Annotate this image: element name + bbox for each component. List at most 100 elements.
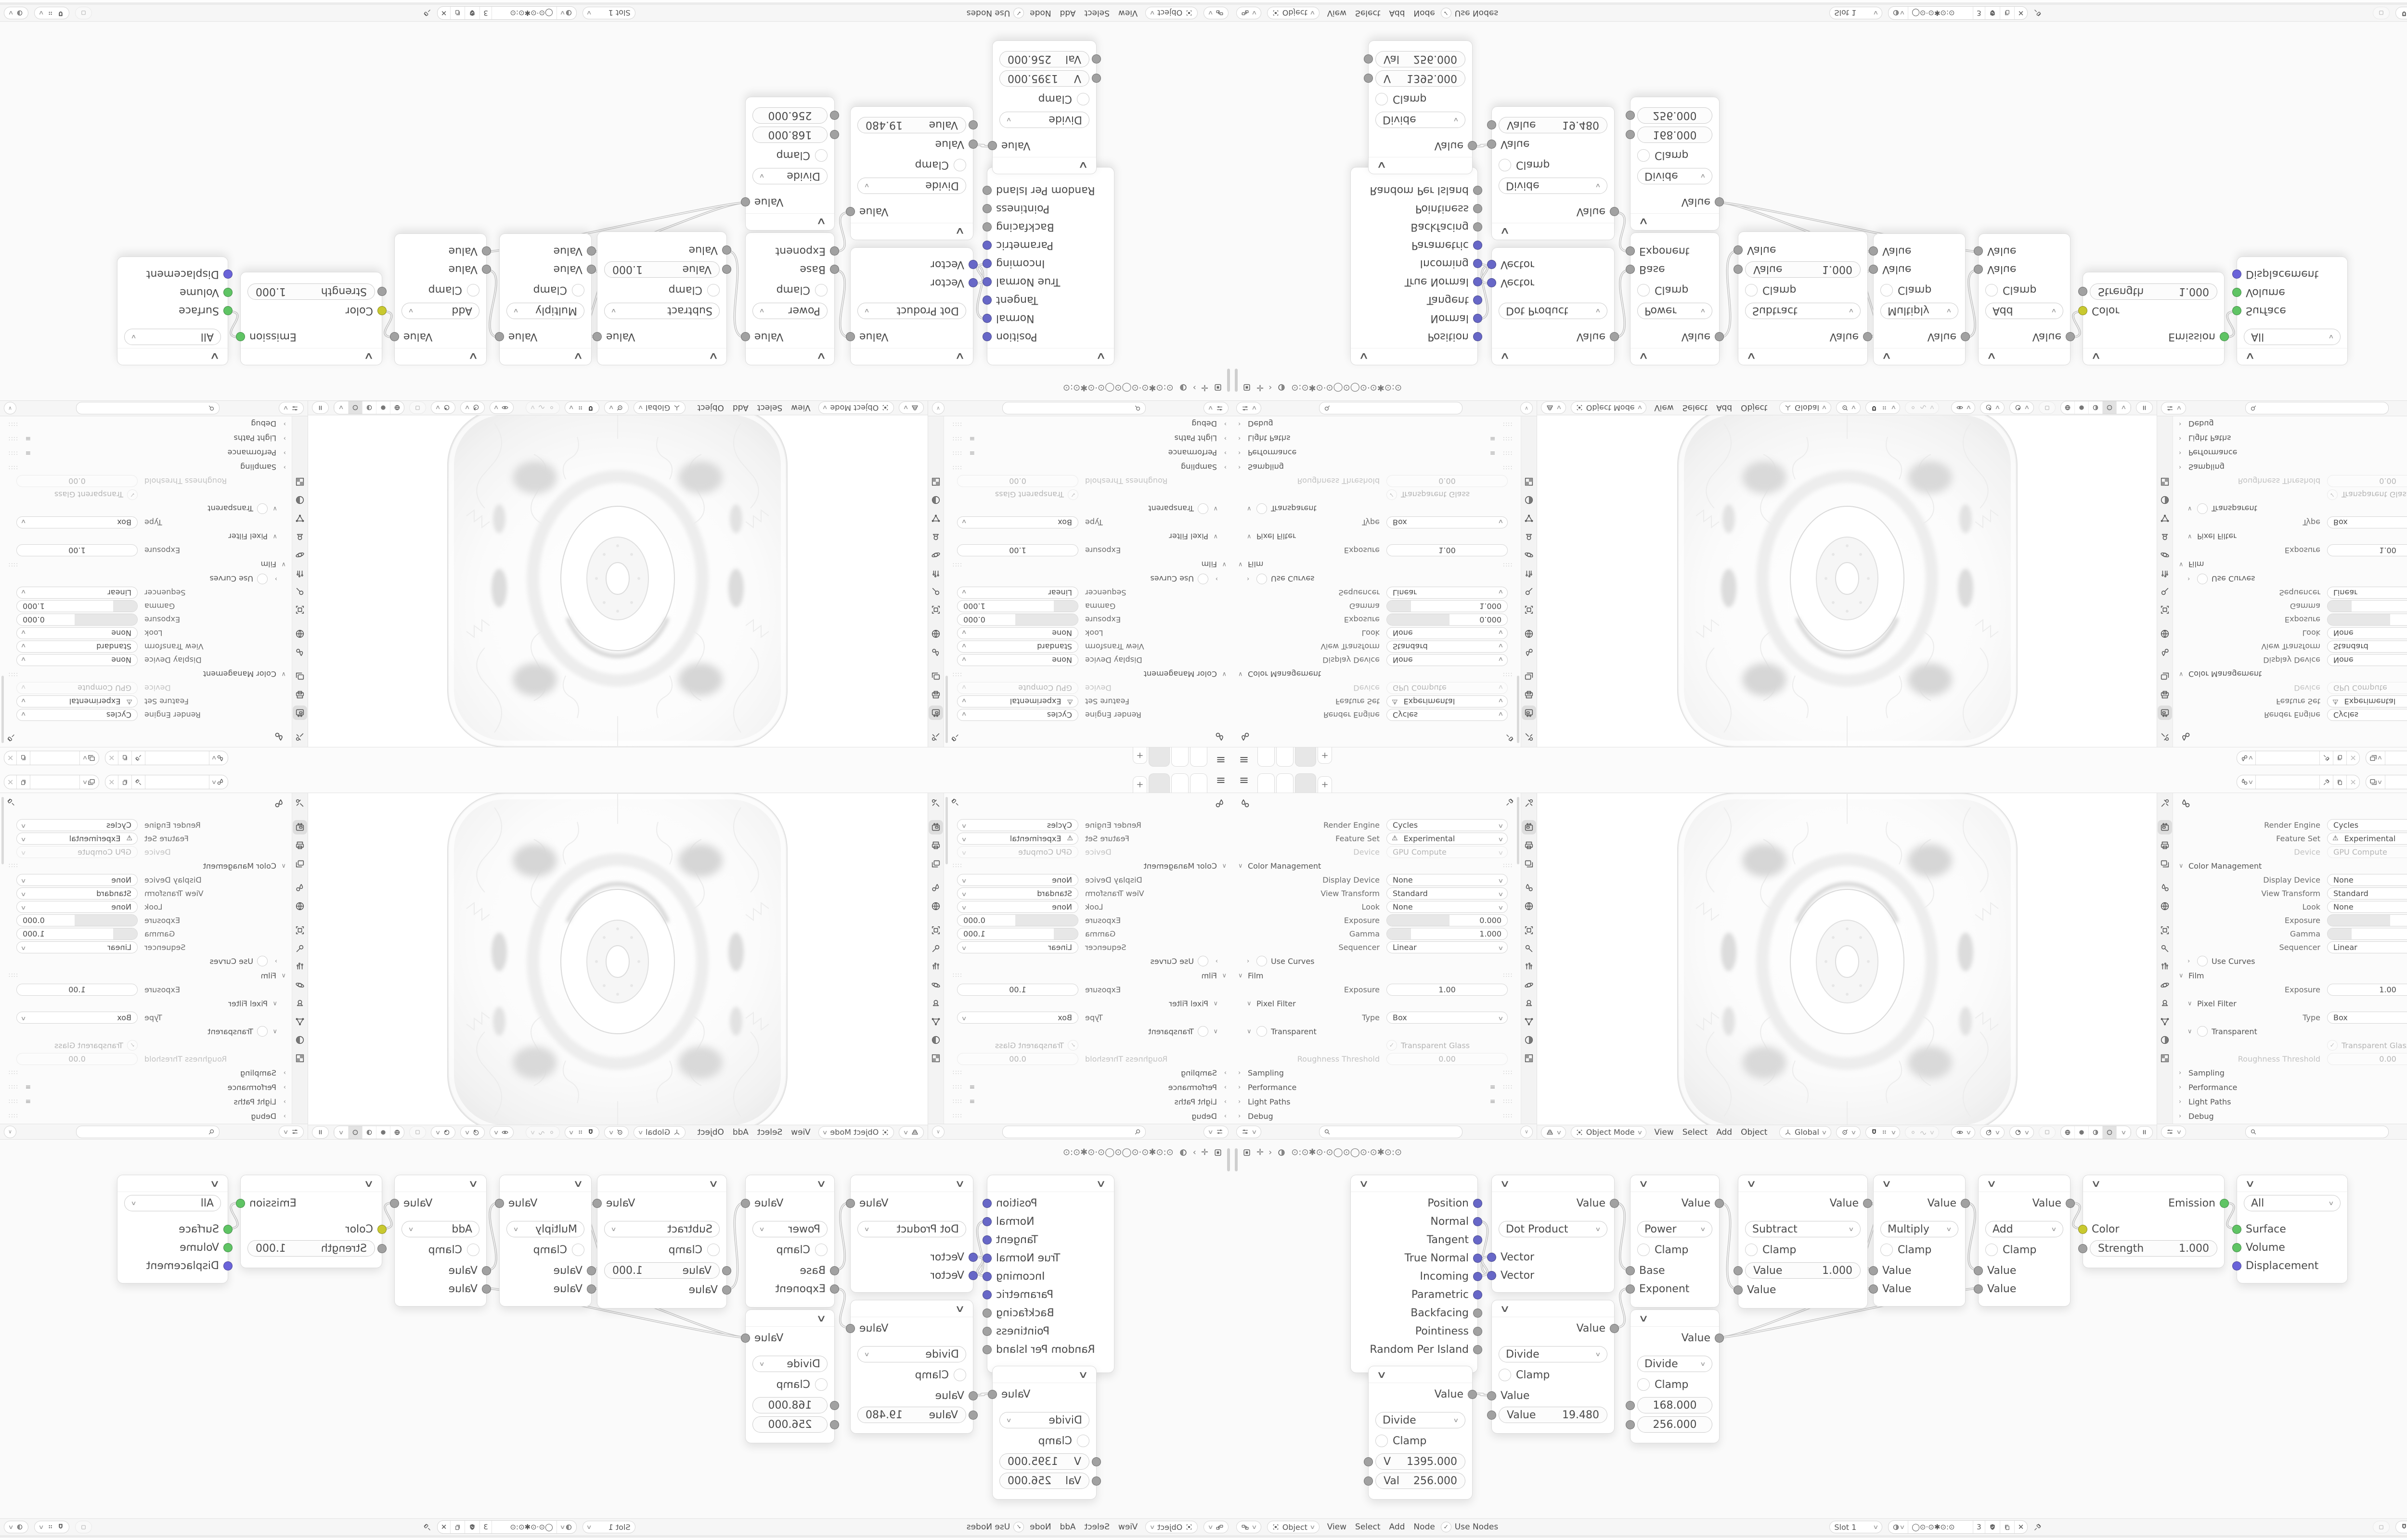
section-film[interactable]: ∨Film∷∷ bbox=[1232, 968, 1518, 983]
menu-hamburger-icon[interactable]: ≡ bbox=[1239, 753, 1249, 767]
clamp-checkbox[interactable] bbox=[707, 1244, 720, 1256]
shading-wireframe-button[interactable] bbox=[2061, 1126, 2075, 1139]
properties-tab-scene[interactable] bbox=[929, 881, 943, 895]
input-socket-value[interactable] bbox=[587, 265, 596, 274]
node-number-field[interactable]: 168.000 bbox=[752, 127, 828, 143]
section-toggle-checkbox[interactable] bbox=[1198, 1026, 1208, 1037]
properties-editor-type-button[interactable]: ∨ bbox=[1204, 402, 1229, 415]
view-layer-selector[interactable]: ∨✕ bbox=[2365, 775, 2407, 789]
properties-tab-output[interactable] bbox=[929, 838, 943, 853]
node-operation-dropdown[interactable]: Multiply ∨ bbox=[506, 1221, 584, 1237]
node-operation-dropdown[interactable]: Add ∨ bbox=[1985, 1221, 2063, 1237]
prop-slider-gamma[interactable]: 1.000 bbox=[1386, 600, 1508, 613]
material-pin-button[interactable] bbox=[2033, 1523, 2042, 1531]
section-debug[interactable]: ›Debug∷∷ bbox=[2173, 1109, 2407, 1123]
input-socket-value[interactable] bbox=[722, 1285, 731, 1295]
section-use-curves[interactable]: › Use Curves bbox=[947, 954, 1232, 968]
input-socket-value[interactable] bbox=[1734, 1285, 1743, 1295]
node-overlays-dropdown[interactable]: ∨ bbox=[3, 1521, 28, 1533]
section-performance[interactable]: ›Performance≡∷∷ bbox=[2173, 1080, 2407, 1094]
output-socket-value[interactable] bbox=[1473, 222, 1482, 231]
node-operation-dropdown[interactable]: Divide ∨ bbox=[1375, 1412, 1465, 1428]
output-socket-value[interactable] bbox=[1468, 141, 1477, 150]
node-value-field[interactable]: Strength 1.000 bbox=[247, 1240, 375, 1257]
node-collapse-chevron[interactable]: ∨ bbox=[1881, 1178, 1892, 1189]
node-menu-select[interactable]: Select bbox=[1355, 8, 1381, 18]
node-emission[interactable]: ∨ Emission Color Strength 1.000 bbox=[2078, 1175, 2229, 1268]
input-socket-value[interactable] bbox=[1869, 1284, 1878, 1294]
node-collapse-chevron[interactable]: ∨ bbox=[573, 1178, 583, 1189]
scene-unlink-button[interactable]: ✕ bbox=[2350, 753, 2356, 763]
node-number-field[interactable]: 168.000 bbox=[752, 1397, 828, 1413]
output-socket-vector[interactable] bbox=[1473, 1272, 1482, 1281]
node-collapse-chevron[interactable]: ∨ bbox=[1359, 351, 1369, 362]
node-menu-node[interactable]: Node bbox=[1413, 1522, 1435, 1532]
output-socket-value[interactable] bbox=[983, 186, 992, 195]
properties-tab-modifiers[interactable] bbox=[1522, 584, 1536, 599]
node-editor-type-button[interactable]: ∨ bbox=[1204, 7, 1229, 19]
node-overlays-dropdown[interactable]: ∨ bbox=[3, 7, 28, 19]
dial-dropdown[interactable]: ∨ bbox=[460, 1126, 485, 1139]
input-socket-value[interactable] bbox=[1626, 246, 1635, 256]
scene-pin-button[interactable] bbox=[2320, 775, 2334, 789]
output-socket-value[interactable] bbox=[983, 1327, 992, 1336]
prop-select-device[interactable]: GPU Compute∨ bbox=[1386, 682, 1508, 694]
input-socket-value[interactable] bbox=[722, 245, 731, 255]
clamp-checkbox[interactable] bbox=[815, 149, 828, 162]
shader-type-dropdown[interactable]: Object ∨ bbox=[1145, 1521, 1198, 1533]
section-debug[interactable]: ›Debug∷∷ bbox=[2173, 417, 2407, 431]
pause-button[interactable] bbox=[311, 1126, 329, 1139]
section-debug[interactable]: ›Debug∷∷ bbox=[1232, 1109, 1518, 1123]
node-subtract[interactable]: ∨ Value Subtract ∨ Clamp Value 1.000 Value bbox=[1734, 1175, 1872, 1309]
properties-tab-modifiers[interactable] bbox=[929, 941, 943, 956]
prop-select-view-transform[interactable]: Standard∨ bbox=[2327, 887, 2407, 899]
output-socket-value[interactable] bbox=[1473, 1309, 1482, 1318]
output-socket-vector[interactable] bbox=[1473, 277, 1482, 286]
node-ghost-toggle[interactable] bbox=[75, 7, 92, 19]
node-multiply[interactable]: ∨ Value Multiply ∨ Clamp Value Value bbox=[1869, 1175, 1970, 1307]
properties-tab-viewlayer[interactable] bbox=[2158, 669, 2172, 683]
properties-tab-constraints[interactable] bbox=[2158, 996, 2172, 1011]
spheredot-dropdown[interactable]: ∨ bbox=[2009, 401, 2034, 414]
fake-user-shield-button[interactable] bbox=[1985, 1521, 2000, 1533]
viewport-menu-add[interactable]: Add bbox=[1716, 1127, 1733, 1137]
section-light-paths[interactable]: ›Light Paths≡∷∷ bbox=[947, 1094, 1232, 1109]
properties-tab-output[interactable] bbox=[2158, 838, 2172, 853]
input-socket-value[interactable] bbox=[1487, 120, 1496, 129]
shading-rendered-button[interactable] bbox=[2103, 1126, 2117, 1139]
properties-tab-constraints[interactable] bbox=[2158, 529, 2172, 544]
view-layer-name-field[interactable] bbox=[2385, 775, 2407, 789]
input-socket-shader[interactable] bbox=[2232, 1243, 2241, 1252]
clamp-checkbox[interactable] bbox=[954, 1369, 966, 1381]
shader-type-dropdown[interactable]: Object ∨ bbox=[1267, 7, 1320, 19]
node-number-field[interactable]: 256.000 bbox=[1637, 1416, 1712, 1433]
node-operation-dropdown[interactable]: All ∨ bbox=[2244, 1195, 2341, 1211]
properties-tab-tool[interactable] bbox=[2158, 796, 2172, 810]
prop-slider-gamma[interactable]: 1.000 bbox=[2327, 600, 2407, 613]
node-value-field[interactable]: Val 256.000 bbox=[1375, 1473, 1465, 1489]
node-power[interactable]: ∨ Value Power ∨ Clamp Base Exponent bbox=[741, 1175, 839, 1308]
node-operation-dropdown[interactable]: Divide ∨ bbox=[1499, 178, 1607, 194]
properties-pin-button[interactable] bbox=[7, 732, 15, 742]
output-socket-value[interactable] bbox=[1610, 332, 1619, 341]
node-power[interactable]: ∨ Value Power ∨ Clamp Base Exponent bbox=[741, 232, 839, 365]
checkbox[interactable]: ✓ bbox=[2327, 1040, 2338, 1051]
properties-search-input[interactable] bbox=[2245, 402, 2389, 415]
output-socket-vector[interactable] bbox=[1473, 259, 1482, 268]
node-value-field[interactable]: Val 256.000 bbox=[999, 51, 1089, 67]
viewport-menu-object[interactable]: Object bbox=[1741, 403, 1768, 413]
node-multiply[interactable]: ∨ Value Multiply ∨ Clamp Value Value bbox=[1869, 233, 1970, 365]
input-socket-value[interactable] bbox=[1487, 1391, 1496, 1400]
orientation-dropdown[interactable]: Global ∨ bbox=[634, 1126, 686, 1139]
section-toggle-checkbox[interactable] bbox=[1256, 1026, 1267, 1037]
output-socket-value[interactable] bbox=[741, 1199, 750, 1208]
node-collapse-chevron[interactable]: ∨ bbox=[1500, 1178, 1510, 1189]
clamp-checkbox[interactable] bbox=[1499, 159, 1511, 171]
section-film[interactable]: ∨Film∷∷ bbox=[3, 968, 292, 983]
input-socket-value[interactable] bbox=[482, 246, 491, 256]
material-name-field[interactable]: ◯⊙·⊙✱⊙:⊙ bbox=[491, 7, 556, 19]
output-socket-value[interactable] bbox=[593, 332, 602, 341]
shading-solid-button[interactable] bbox=[375, 401, 390, 414]
input-socket-value[interactable] bbox=[1734, 265, 1743, 274]
node-menu-node[interactable]: Node bbox=[1030, 1522, 1051, 1532]
